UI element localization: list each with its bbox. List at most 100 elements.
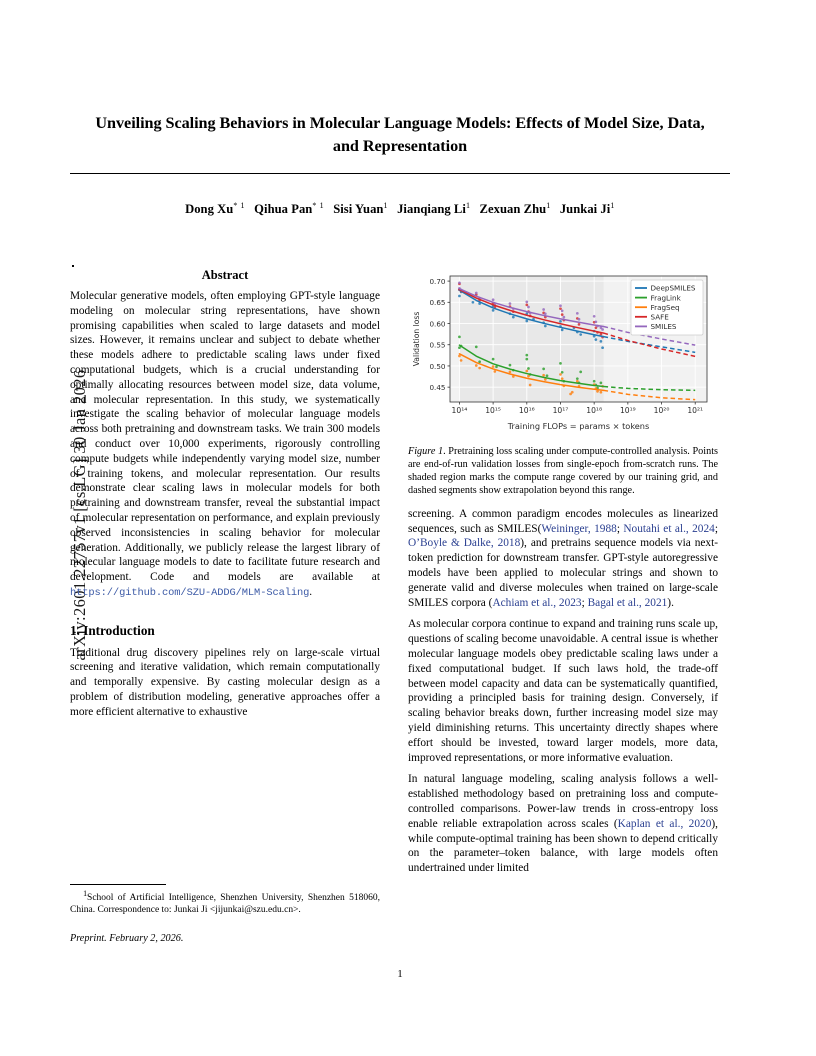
xtick-label: 10¹⁷	[553, 406, 569, 415]
data-point-fragseq	[493, 370, 497, 373]
data-point-fragseq	[527, 374, 530, 378]
ytick-label: 0.60	[429, 319, 445, 328]
data-point-fraglink	[527, 367, 530, 370]
data-point-safe	[594, 326, 598, 330]
citation-achiam-2023[interactable]: Achiam et al., 2023	[492, 596, 582, 609]
p2-sep-a: ;	[616, 522, 624, 535]
data-point-smiles	[592, 314, 596, 318]
footnote-marker: 1	[83, 889, 88, 898]
data-point-fragseq	[575, 379, 579, 383]
abstract-repo-link[interactable]: https://github.com/SZU-ADDG/MLM-Scaling	[70, 586, 310, 599]
extrapolation-curve-fragseq	[603, 389, 696, 401]
legend-label-smiles: SMILES	[651, 322, 677, 331]
citation-oboyle-dalke-2018[interactable]: O’Boyle & Dalke, 2018	[408, 537, 521, 550]
data-point-safe	[559, 307, 562, 311]
data-point-smiles	[594, 320, 598, 324]
data-point-fragseq	[511, 375, 515, 378]
data-point-smiles	[525, 300, 529, 304]
data-point-fraglink	[559, 362, 562, 365]
data-point-fraglink	[491, 357, 495, 361]
fit-curve-deepsmiles	[458, 289, 605, 338]
xtick-label: 10¹⁹	[620, 406, 636, 415]
left-column: Abstract Molecular generative models, of…	[70, 268, 380, 727]
data-point-fraglink	[579, 370, 583, 374]
data-point-deepsmiles	[594, 338, 598, 341]
xtick-label: 10¹⁵	[485, 406, 501, 415]
data-point-fraglink	[495, 365, 498, 369]
data-point-safe	[599, 332, 603, 336]
introduction-heading: 1. Introduction	[70, 622, 155, 638]
citation-noutahi-2024[interactable]: Noutahi et al., 2024	[623, 522, 715, 535]
plot-frame	[449, 275, 708, 403]
data-point-smiles	[575, 311, 579, 315]
abstract-text: Molecular generative models, often emplo…	[70, 289, 380, 601]
data-point-deepsmiles	[525, 319, 529, 323]
extrapolation-curve-smiles	[603, 325, 696, 346]
figure-1: 0.45 0.50 0.55 0.60 0.65 0.70 10¹⁴ 10¹⁵ 10¹⁶ 10¹⁷…	[408, 268, 718, 498]
author-5: Zexuan Zhu1	[479, 201, 551, 217]
data-point-fraglink	[474, 345, 478, 349]
extrapolation-curve-safe	[603, 332, 696, 358]
xtick-label: 10²⁰	[654, 406, 670, 415]
data-point-safe	[577, 323, 581, 326]
y-axis-label: Validation loss	[412, 312, 421, 367]
paper-page: Unveiling Scaling Behaviors in Molecular…	[70, 0, 730, 1056]
data-point-fragseq	[560, 377, 564, 381]
p2-part-b: ), and pretrains sequence models via nex…	[408, 537, 719, 609]
data-point-safe	[560, 313, 564, 316]
data-point-fraglink	[458, 335, 461, 339]
data-point-smiles	[577, 317, 581, 321]
introduction-paragraph-1: Traditional drug discovery pipelines rel…	[70, 646, 380, 718]
citation-kaplan-2020[interactable]: Kaplan et al., 2020	[617, 817, 712, 830]
footnote-affiliation: 1School of Artificial Intelligence, Shen…	[70, 889, 380, 916]
x-axis-label: Training FLOPs = params × tokens	[507, 421, 650, 431]
data-point-deepsmiles	[511, 315, 515, 319]
xtick-label: 10¹⁸	[586, 406, 602, 415]
data-point-fraglink	[545, 374, 549, 378]
author-1-marks: * 1	[233, 201, 246, 210]
data-point-fraglink	[592, 379, 596, 383]
legend-label-fraglink: FragLink	[651, 293, 682, 302]
data-point-fragseq	[599, 390, 603, 394]
shaded-compute-range	[459, 276, 604, 402]
data-point-fragseq	[459, 359, 463, 362]
p2-sep-b: ;	[714, 522, 718, 535]
data-point-smiles	[491, 298, 495, 302]
data-point-fragseq	[458, 354, 461, 358]
extrapolation-curve-deepsmiles	[603, 335, 696, 354]
page-title: Unveiling Scaling Behaviors in Molecular…	[95, 114, 705, 155]
citation-weininger-1988[interactable]: Weininger, 1988	[541, 522, 617, 535]
data-point-smiles	[542, 308, 545, 311]
data-point-safe	[525, 303, 529, 307]
citation-bagal-2021[interactable]: Bagal et al., 2021	[587, 596, 668, 609]
data-point-deepsmiles	[599, 339, 603, 343]
data-point-fragseq	[508, 370, 512, 374]
data-point-deepsmiles	[491, 309, 495, 312]
fit-curve-fraglink	[458, 344, 605, 388]
data-point-deepsmiles	[543, 324, 547, 328]
author-6-marks: 1	[610, 201, 615, 210]
title-divider	[70, 173, 730, 174]
author-4: Jianqiang Li1	[397, 201, 471, 217]
figure-caption-text: . Pretraining loss scaling under compute…	[408, 446, 718, 496]
data-point-fragseq	[570, 390, 574, 394]
data-point-fragseq	[542, 373, 545, 377]
ytick-label: 0.70	[429, 277, 445, 286]
data-point-fraglink	[525, 353, 529, 357]
p2-part-c: ).	[667, 596, 674, 609]
preprint-notice: Preprint. February 2, 2026.	[70, 933, 184, 945]
xtick-label: 10²¹	[687, 406, 703, 415]
chart-legend-box	[630, 279, 704, 336]
data-point-fraglink	[560, 370, 564, 374]
data-point-fragseq	[543, 378, 547, 381]
data-point-deepsmiles	[471, 300, 475, 304]
legend-label-fragseq: FragSeq	[651, 303, 680, 312]
chart-container: 0.45 0.50 0.55 0.60 0.65 0.70 10¹⁴ 10¹⁵ 10¹⁶ 10¹⁷…	[408, 268, 718, 440]
data-point-smiles	[508, 302, 512, 305]
data-point-fragseq	[478, 366, 481, 370]
data-point-deepsmiles	[579, 333, 583, 336]
author-line: Dong Xu* 1 Qihua Pan* 1 Sisi Yuan1 Jianqian…	[70, 201, 730, 217]
author-3-marks: 1	[383, 201, 389, 210]
data-point-fraglink	[542, 367, 545, 371]
data-point-fragseq	[559, 373, 562, 376]
